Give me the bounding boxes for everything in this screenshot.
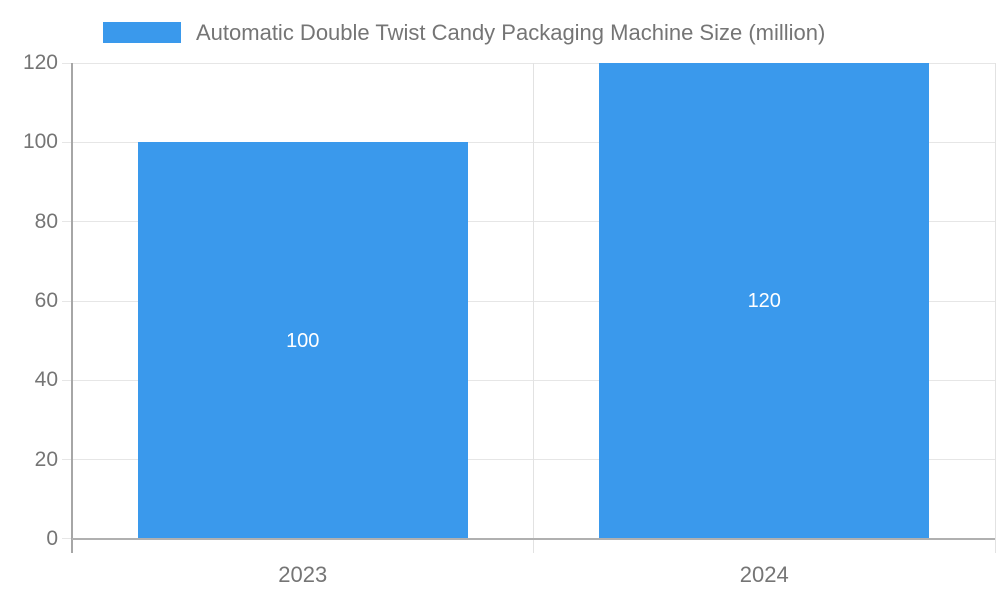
y-tick-label: 0 bbox=[46, 527, 58, 550]
x-axis-line bbox=[72, 538, 995, 540]
bar-2023 bbox=[137, 142, 468, 539]
gridline bbox=[62, 62, 995, 64]
y-tick-label: 60 bbox=[34, 289, 58, 312]
legend[interactable]: Automatic Double Twist Candy Packaging M… bbox=[103, 19, 826, 45]
gridline bbox=[62, 221, 995, 223]
y-tick-label: 80 bbox=[34, 209, 58, 233]
bar-value-label: 120 bbox=[747, 290, 781, 312]
y-tick bbox=[62, 538, 72, 539]
x-tick-label: 2023 bbox=[278, 562, 328, 587]
category-separator-line bbox=[994, 63, 996, 553]
gridline bbox=[62, 379, 995, 381]
gridline bbox=[62, 141, 995, 143]
gridline bbox=[62, 459, 995, 461]
gridline bbox=[62, 300, 995, 302]
bar-2024 bbox=[599, 63, 930, 539]
x-tick-label: 2024 bbox=[739, 562, 789, 587]
legend-swatch-icon bbox=[103, 22, 181, 43]
y-tick-label: 20 bbox=[34, 447, 58, 471]
y-tick-label: 100 bbox=[22, 130, 58, 154]
bar-value-label: 100 bbox=[286, 329, 320, 352]
y-tick-label: 120 bbox=[22, 51, 58, 74]
legend-label: Automatic Double Twist Candy Packaging M… bbox=[196, 19, 826, 45]
y-axis-line bbox=[71, 63, 73, 553]
category-separator-line bbox=[533, 63, 534, 553]
y-tick-label: 40 bbox=[34, 368, 58, 392]
